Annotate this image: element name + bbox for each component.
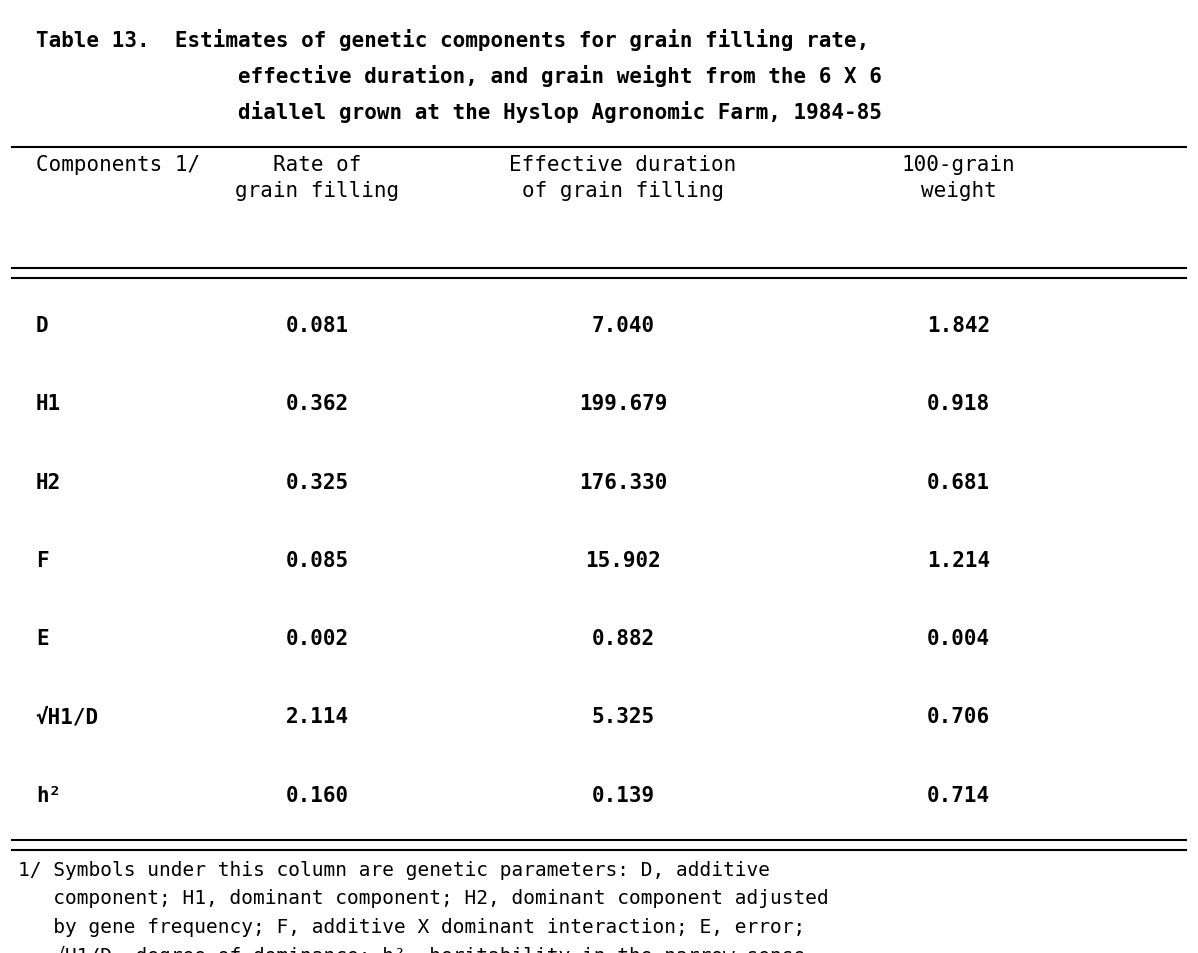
- Text: F: F: [36, 551, 49, 570]
- Text: 0.002: 0.002: [286, 629, 349, 648]
- Text: √H1/D, degree of dominance; h², heritability in the narrow sense.: √H1/D, degree of dominance; h², heritabi…: [18, 945, 817, 953]
- Text: h²: h²: [36, 785, 61, 804]
- Text: 1/ Symbols under this column are genetic parameters: D, additive: 1/ Symbols under this column are genetic…: [18, 860, 770, 879]
- Text: 1.842: 1.842: [927, 316, 990, 335]
- Text: by gene frequency; F, additive X dominant interaction; E, error;: by gene frequency; F, additive X dominan…: [18, 917, 805, 936]
- Text: 199.679: 199.679: [579, 395, 667, 414]
- Text: 0.139: 0.139: [592, 785, 654, 804]
- Text: Rate of
grain filling: Rate of grain filling: [236, 154, 399, 201]
- Text: Table 13.  Estimates of genetic components for grain filling rate,: Table 13. Estimates of genetic component…: [36, 29, 870, 51]
- Text: D: D: [36, 316, 49, 335]
- Text: 7.040: 7.040: [592, 316, 654, 335]
- Text: Effective duration
of grain filling: Effective duration of grain filling: [509, 154, 737, 201]
- Text: diallel grown at the Hyslop Agronomic Farm, 1984-85: diallel grown at the Hyslop Agronomic Fa…: [36, 101, 882, 123]
- Text: 0.714: 0.714: [927, 785, 990, 804]
- Text: 5.325: 5.325: [592, 707, 654, 726]
- Text: 0.160: 0.160: [286, 785, 349, 804]
- Text: 0.918: 0.918: [927, 395, 990, 414]
- Text: H1: H1: [36, 395, 61, 414]
- Text: 0.085: 0.085: [286, 551, 349, 570]
- Text: 0.681: 0.681: [927, 473, 990, 492]
- Text: 0.081: 0.081: [286, 316, 349, 335]
- Text: component; H1, dominant component; H2, dominant component adjusted: component; H1, dominant component; H2, d…: [18, 888, 829, 907]
- Text: √H1/D: √H1/D: [36, 707, 99, 726]
- Text: 0.325: 0.325: [286, 473, 349, 492]
- Text: 0.882: 0.882: [592, 629, 654, 648]
- Text: 0.004: 0.004: [927, 629, 990, 648]
- Text: effective duration, and grain weight from the 6 X 6: effective duration, and grain weight fro…: [36, 65, 882, 87]
- Text: 15.902: 15.902: [585, 551, 661, 570]
- Text: 0.706: 0.706: [927, 707, 990, 726]
- Text: 100-grain
weight: 100-grain weight: [902, 154, 1015, 201]
- Text: 176.330: 176.330: [579, 473, 667, 492]
- Text: 1.214: 1.214: [927, 551, 990, 570]
- Text: E: E: [36, 629, 49, 648]
- Text: Components 1/: Components 1/: [36, 154, 200, 174]
- Text: 0.362: 0.362: [286, 395, 349, 414]
- Text: 2.114: 2.114: [286, 707, 349, 726]
- Text: H2: H2: [36, 473, 61, 492]
